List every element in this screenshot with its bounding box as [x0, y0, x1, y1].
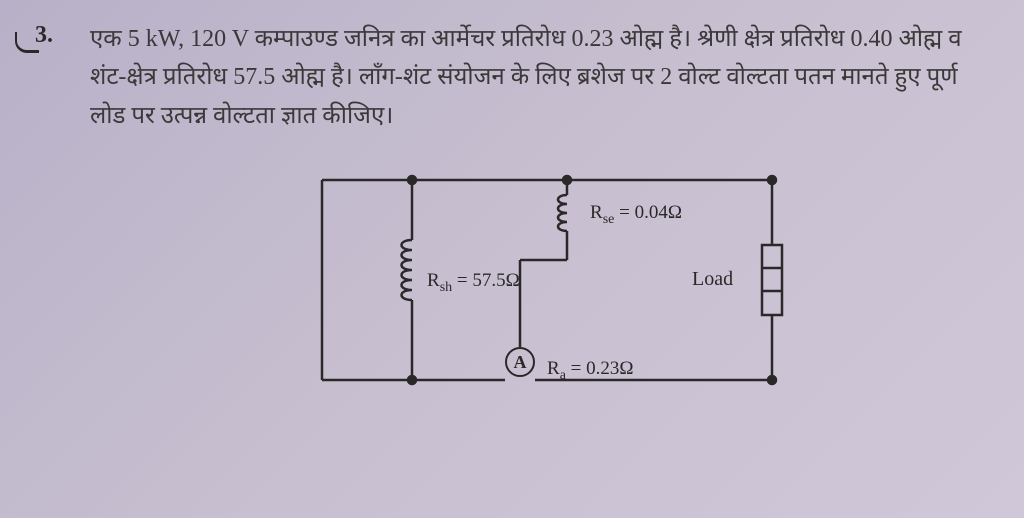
rsh-value: 57.5	[472, 270, 505, 291]
label-rsh: Rsh = 57.5Ω	[427, 270, 520, 296]
ra-value: 0.23	[586, 358, 619, 379]
question-number: 3.	[35, 22, 53, 49]
armature-symbol: A	[505, 347, 535, 377]
label-rse: Rse = 0.04Ω	[590, 202, 682, 228]
label-load: Load	[692, 268, 733, 291]
circuit-diagram: Rse = 0.04Ω Rsh = 57.5Ω Ra = 0.23Ω Load …	[90, 160, 974, 400]
label-ra: Ra = 0.23Ω	[547, 358, 634, 384]
question-text: एक 5 kW, 120 V कम्पाउण्ड जनित्र का आर्मे…	[90, 20, 974, 135]
rse-value: 0.04	[635, 202, 668, 223]
question-line-3: लॉंग-शंट संयोजन के लिए ब्रशेज पर 2 वोल्ट…	[359, 64, 921, 90]
question-line-1: एक 5 kW, 120 V कम्पाउण्ड जनित्र का आर्मे…	[90, 26, 663, 52]
